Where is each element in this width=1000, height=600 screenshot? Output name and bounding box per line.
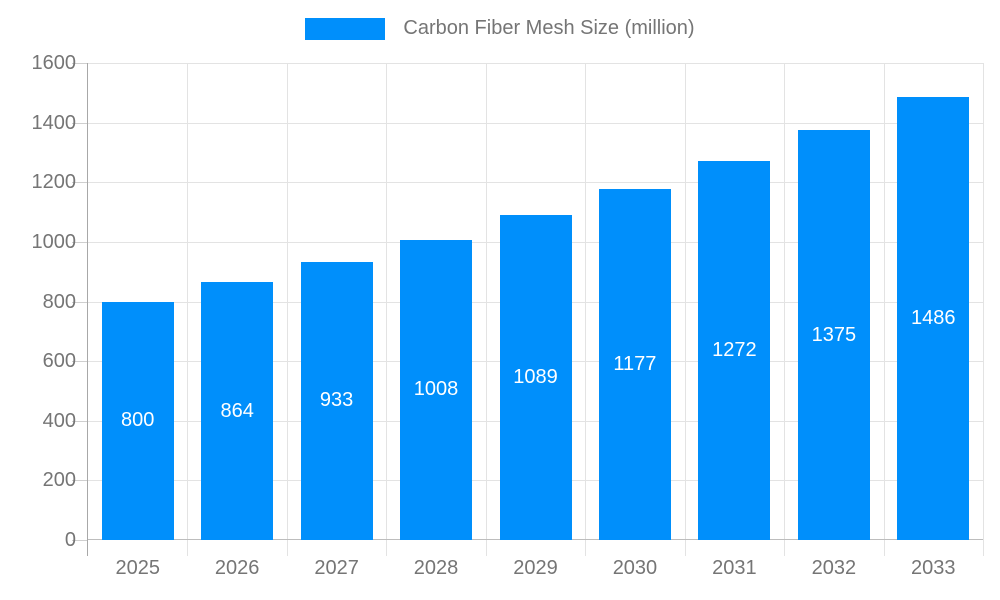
x-axis-label: 2031 [712, 557, 757, 579]
gridline-v [784, 63, 786, 556]
gridline-h [88, 122, 983, 124]
legend-label[interactable]: Carbon Fiber Mesh Size (million) [403, 17, 695, 39]
x-axis-label: 2033 [911, 557, 956, 579]
bar-2032[interactable]: 1375 [797, 130, 870, 540]
bar-2028[interactable]: 1008 [400, 239, 473, 540]
y-axis-tick [72, 420, 87, 422]
bar-2030[interactable]: 1177 [598, 189, 671, 540]
plot-area: 800 864 933 1008 1089 1177 1272 1375 1486 [72, 63, 984, 556]
bar-value-label: 1375 [811, 323, 857, 346]
gridline-v [983, 63, 984, 556]
bar-2031[interactable]: 1272 [698, 160, 771, 540]
gridline-v [684, 63, 686, 556]
gridline-v [286, 63, 288, 556]
bar-value-label: 933 [319, 389, 354, 412]
bar-2026[interactable]: 864 [201, 282, 274, 540]
gridline-v [187, 63, 189, 556]
x-axis-label: 2026 [214, 557, 260, 579]
y-axis-label: 200 [42, 469, 76, 492]
y-axis-label: 0 [64, 529, 76, 551]
y-axis-line [87, 63, 88, 556]
legend-swatch[interactable] [305, 17, 386, 40]
bar-2025[interactable]: 800 [101, 301, 174, 540]
y-axis-tick [72, 63, 87, 64]
y-axis-label: 1600 [31, 52, 77, 74]
gridline-v [883, 63, 885, 556]
x-axis-label: 2025 [115, 557, 160, 579]
bar-value-label: 1008 [413, 378, 459, 401]
gridline-v [386, 63, 388, 556]
x-axis-label: 2032 [811, 557, 857, 579]
y-axis-label: 400 [42, 409, 76, 432]
y-axis-tick [72, 182, 87, 184]
x-axis-label: 2028 [413, 557, 459, 579]
y-axis-label: 1400 [31, 111, 77, 134]
y-axis-tick [72, 361, 87, 363]
y-axis-tick [72, 241, 87, 243]
x-axis-label: 2029 [513, 557, 558, 579]
bar-value-label: 1089 [513, 366, 558, 389]
bar-2027[interactable]: 933 [300, 261, 373, 540]
bar-value-label: 1272 [712, 338, 757, 361]
bar-2033[interactable]: 1486 [897, 97, 970, 540]
bar-value-label: 1486 [911, 307, 956, 329]
gridline-v [585, 63, 587, 556]
x-axis-label: 2030 [612, 557, 658, 579]
bar-2029[interactable]: 1089 [499, 215, 572, 540]
gridline-v [485, 63, 487, 556]
y-axis-tick [72, 301, 87, 303]
y-axis-tick [72, 480, 87, 482]
bar-value-label: 864 [220, 399, 254, 422]
gridline-h [88, 63, 983, 64]
y-axis-label: 1200 [31, 171, 77, 194]
bar-value-label: 800 [121, 409, 155, 432]
legend: Carbon Fiber Mesh Size (million) [0, 17, 1000, 40]
y-axis-label: 1000 [31, 230, 77, 253]
y-axis-label: 600 [42, 350, 76, 373]
y-axis-label: 800 [42, 290, 76, 313]
bar-value-label: 1177 [613, 353, 657, 376]
gridline-h [88, 182, 983, 184]
x-axis-label: 2027 [314, 557, 359, 579]
y-axis-tick [72, 540, 87, 541]
y-axis-tick [72, 122, 87, 124]
